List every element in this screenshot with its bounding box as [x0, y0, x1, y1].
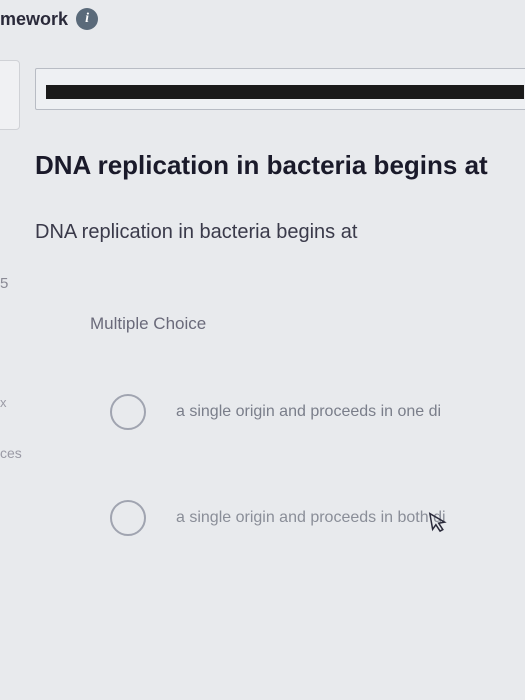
main-content: DNA replication in bacteria begins at DN… — [35, 38, 525, 536]
radio-icon[interactable] — [110, 394, 146, 430]
header-title: mework — [0, 9, 68, 30]
option-text-1: a single origin and proceeds in one di — [176, 403, 441, 421]
option-text-2: a single origin and proceeds in both di — [176, 509, 446, 527]
radio-icon[interactable] — [110, 500, 146, 536]
option-row-1[interactable]: a single origin and proceeds in one di — [110, 394, 525, 430]
sidebar-thumbnail[interactable] — [0, 60, 20, 130]
progress-container — [35, 68, 525, 110]
option-row-2[interactable]: a single origin and proceeds in both di — [110, 500, 525, 536]
question-text: DNA replication in bacteria begins at — [35, 221, 525, 244]
info-icon[interactable]: i — [76, 8, 98, 30]
sidebar-fragment — [0, 60, 20, 700]
header-bar: mework i — [0, 0, 525, 38]
question-title: DNA replication in bacteria begins at — [35, 150, 525, 181]
progress-bar — [46, 85, 524, 99]
multiple-choice-label: Multiple Choice — [90, 314, 525, 334]
